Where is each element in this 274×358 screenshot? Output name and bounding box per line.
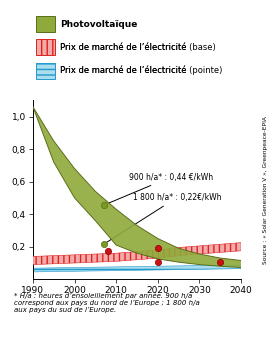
Text: * H/a : heures d’ensoleillement par année. 900 h/a
correspond aux pays du nord d: * H/a : heures d’ensoleillement par anné… [14, 292, 199, 313]
Text: Photovoltaïque: Photovoltaïque [60, 20, 138, 29]
Text: Prix de marché de l’électricité: Prix de marché de l’électricité [60, 66, 187, 75]
Text: 1 800 h/a* : 0,22€/kWh: 1 800 h/a* : 0,22€/kWh [106, 193, 221, 243]
Text: 900 h/a* : 0,44 €/kWh: 900 h/a* : 0,44 €/kWh [106, 173, 213, 204]
Text: Prix de marché de l’électricité: Prix de marché de l’électricité [60, 43, 187, 52]
Text: Prix de marché de l’électricité (pointe): Prix de marché de l’électricité (pointe) [60, 66, 223, 76]
Text: Prix de marché de l’électricité (base): Prix de marché de l’électricité (base) [60, 43, 216, 52]
Text: Source : « Solar Generation V », Greenpeace-EPIA: Source : « Solar Generation V », Greenpe… [263, 116, 268, 264]
